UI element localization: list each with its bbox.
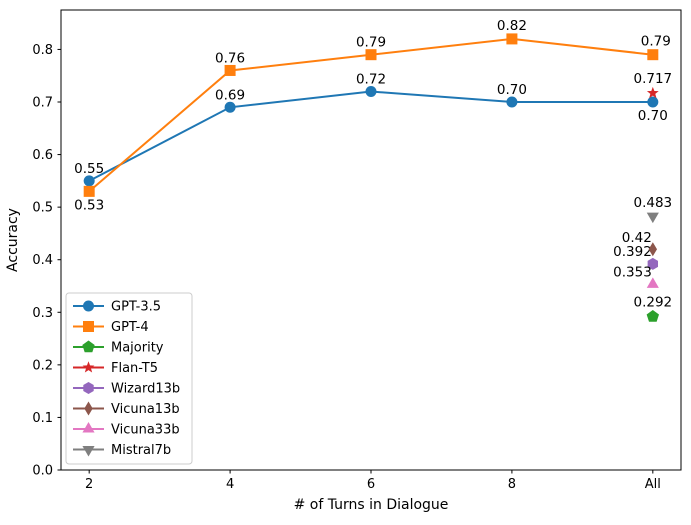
x-tick-label: All bbox=[645, 477, 661, 492]
y-tick-label: 0.3 bbox=[32, 306, 53, 321]
legend-box bbox=[65, 292, 193, 465]
legend-label: Vicuna13b bbox=[111, 402, 180, 417]
majority-point-label: 0.292 bbox=[633, 294, 672, 310]
y-tick-label: 0.1 bbox=[32, 411, 53, 426]
wizard13b-hexagon-marker-icon bbox=[647, 257, 659, 270]
y-tick-label: 0.4 bbox=[32, 253, 53, 268]
gpt-4-point-label: 0.53 bbox=[74, 197, 104, 213]
legend-label: Flan-T5 bbox=[111, 361, 158, 376]
gpt-4-square-marker-icon bbox=[647, 49, 659, 61]
gpt-3-5-circle-marker-icon bbox=[365, 85, 377, 97]
x-axis: 2 4 6 8 All bbox=[85, 470, 661, 492]
gpt-3-5-point-label: 0.72 bbox=[356, 71, 386, 87]
legend-label: GPT-3.5 bbox=[111, 300, 161, 315]
gpt-4-square-marker-icon bbox=[224, 64, 236, 76]
gpt-3-5-point-label: 0.55 bbox=[74, 161, 104, 177]
mistral7b-point-label: 0.483 bbox=[633, 195, 672, 211]
y-tick-label: 0.8 bbox=[32, 43, 53, 58]
flan-t5-point-label: 0.717 bbox=[633, 71, 672, 87]
y-axis: 0.0 0.1 0.2 0.3 0.4 0.5 0.6 0.7 0.8 bbox=[32, 43, 61, 479]
gpt-3-5-circle-marker-icon bbox=[224, 101, 236, 113]
legend-mistral7b-marker-icon bbox=[82, 446, 95, 457]
legend-vicuna13b-marker-icon bbox=[84, 401, 93, 416]
gpt-3-5-point-label: 0.70 bbox=[497, 82, 527, 98]
gpt-4-point-label: 0.82 bbox=[497, 18, 527, 34]
vicuna33b-point-label: 0.353 bbox=[613, 264, 652, 280]
series-wizard13b: 0.392 bbox=[613, 244, 659, 270]
gpt-4-point-label: 0.76 bbox=[215, 50, 245, 66]
legend-majority-marker-icon bbox=[82, 340, 95, 353]
gpt-4-point-label: 0.79 bbox=[641, 34, 671, 50]
y-tick-label: 0.5 bbox=[32, 201, 53, 216]
series-vicuna13b: 0.42 bbox=[622, 230, 658, 257]
majority-pentagon-marker-icon bbox=[646, 309, 659, 322]
x-tick-label: 4 bbox=[226, 477, 234, 492]
gpt-3-5-point-label: 0.69 bbox=[215, 87, 245, 103]
y-axis-label: Accuracy bbox=[5, 208, 21, 272]
legend-gpt-3-5-marker-icon bbox=[83, 300, 94, 312]
legend-item-flan-t5: Flan-T5 bbox=[73, 361, 158, 376]
series-gpt-4: 0.53 0.76 0.79 0.82 0.79 bbox=[74, 18, 671, 213]
legend-label: Wizard13b bbox=[111, 382, 180, 397]
series-gpt-3-5: 0.55 0.69 0.72 0.70 0.70 bbox=[74, 71, 668, 187]
y-tick-label: 0.7 bbox=[32, 96, 53, 111]
gpt-3-5-circle-marker-icon bbox=[647, 96, 659, 108]
gpt-4-square-marker-icon bbox=[506, 33, 518, 45]
x-tick-label: 8 bbox=[508, 477, 516, 492]
series-gpt-3-5-line bbox=[88, 90, 653, 182]
legend-item-vicuna13b: Vicuna13b bbox=[73, 401, 180, 417]
series-flan-t5: 0.717 bbox=[633, 71, 672, 99]
mistral7b-triangle-down-marker-icon bbox=[646, 212, 659, 224]
wizard13b-point-label: 0.392 bbox=[613, 244, 652, 260]
series-gpt-4-line bbox=[88, 37, 653, 193]
legend-flan-t5-marker-icon bbox=[82, 361, 95, 373]
legend-item-majority: Majority bbox=[73, 340, 164, 356]
series-vicuna33b: 0.353 bbox=[613, 264, 659, 288]
y-tick-label: 0.6 bbox=[32, 148, 53, 163]
gpt-3-5-circle-marker-icon bbox=[506, 96, 518, 108]
legend-label: Mistral7b bbox=[111, 443, 171, 458]
vicuna33b-triangle-up-marker-icon bbox=[646, 277, 659, 288]
gpt-4-point-label: 0.79 bbox=[356, 35, 386, 51]
gpt-4-square-marker-icon bbox=[365, 49, 377, 61]
y-tick-label: 0.0 bbox=[32, 464, 53, 479]
vicuna13b-point-label: 0.42 bbox=[622, 230, 652, 246]
legend-item-mistral7b: Mistral7b bbox=[73, 443, 171, 458]
series-mistral7b: 0.483 bbox=[633, 195, 672, 224]
vicuna13b-diamond-marker-icon bbox=[648, 242, 658, 257]
legend-label: Vicuna33b bbox=[111, 423, 180, 438]
legend-vicuna33b-marker-icon bbox=[82, 422, 95, 433]
x-tick-label: 6 bbox=[367, 477, 375, 492]
legend: GPT-3.5 GPT-4 Majority Flan-T5 Wizard13b Vicu… bbox=[65, 292, 193, 465]
legend-item-wizard13b: Wizard13b bbox=[73, 382, 180, 397]
legend-gpt-4-marker-icon bbox=[83, 321, 94, 332]
x-tick-label: 2 bbox=[85, 477, 93, 492]
series-majority: 0.292 bbox=[633, 294, 672, 322]
legend-label: GPT-4 bbox=[111, 320, 149, 335]
legend-item-gpt-4: GPT-4 bbox=[73, 320, 149, 335]
gpt-3-5-point-label: 0.70 bbox=[638, 108, 668, 124]
gpt-4-square-marker-icon bbox=[83, 185, 95, 197]
legend-wizard13b-marker-icon bbox=[83, 382, 94, 394]
legend-item-vicuna33b: Vicuna33b bbox=[73, 422, 180, 438]
flan-t5-star-marker-icon bbox=[646, 86, 659, 99]
legend-item-gpt-3-5: GPT-3.5 bbox=[73, 300, 161, 315]
y-tick-label: 0.2 bbox=[32, 358, 53, 373]
x-axis-label: # of Turns in Dialogue bbox=[294, 497, 449, 513]
legend-label: Majority bbox=[111, 341, 164, 356]
gpt-3-5-circle-marker-icon bbox=[83, 175, 95, 187]
